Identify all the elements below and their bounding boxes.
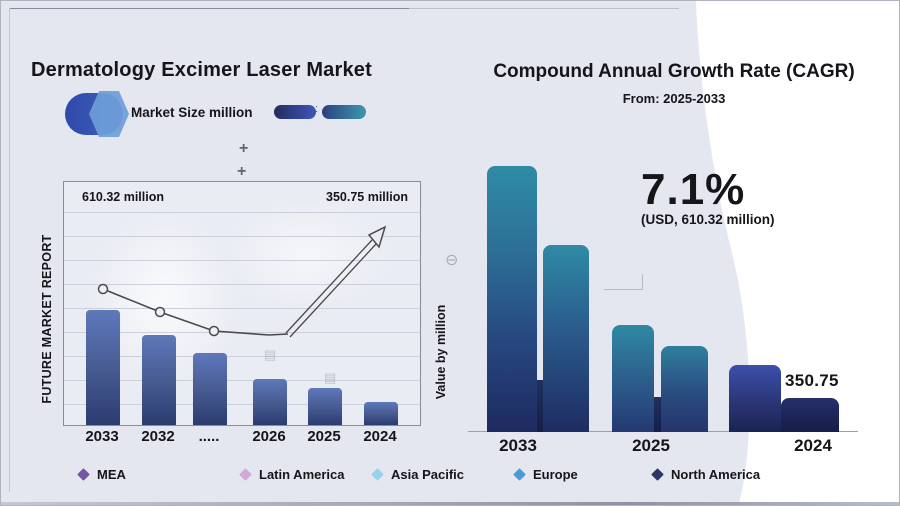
legend-label: Asia Pacific — [391, 467, 464, 482]
left-x-label-2025: 2025 — [307, 428, 341, 445]
legend-label: MEA — [97, 467, 126, 482]
legend: MEA Latin America Asia Pacific Europe North … — [1, 467, 899, 491]
line-marker — [97, 283, 109, 295]
line-marker — [154, 306, 166, 318]
legend-item-europe: Europe — [513, 467, 578, 482]
frame-bottom-line — [1, 502, 899, 505]
market-size-bar-..... — [193, 353, 227, 425]
trend-line-arrow — [97, 225, 387, 338]
legend-diamond-icon — [371, 468, 384, 481]
legend-item-north-america: North America — [651, 467, 761, 482]
legend-diamond-icon — [239, 468, 252, 481]
white-wedge — [696, 1, 899, 505]
right-x-label-2033: 2033 — [499, 436, 537, 455]
market-size-chart-panel: 610.32 million 350.75 million ▤ ▤ — [63, 181, 421, 426]
cagr-value: 7.1% — [641, 165, 746, 214]
legend-diamond-icon — [651, 468, 664, 481]
gridlines — [64, 212, 420, 408]
cagr-bar-2025-bar-right — [661, 346, 708, 432]
pill-separator: : — [315, 103, 319, 115]
line-marker — [208, 325, 220, 337]
cagr-bar-2024-bar-left — [729, 365, 781, 432]
zoom-out-icon: ⊖ — [445, 252, 459, 269]
right-x-label-2025: 2025 — [632, 436, 670, 455]
legend-item-asia-pacific: Asia Pacific — [371, 467, 464, 482]
gradient-pill-right — [322, 105, 366, 119]
cagr-bar-2033-bar-left — [487, 166, 537, 432]
arrow-head — [367, 225, 387, 249]
legend-label: Latin America — [259, 467, 345, 482]
legend-diamond-icon — [513, 468, 526, 481]
future-market-report-label: FUTURE MARKET REPORT — [40, 234, 54, 404]
frame-top-line — [9, 8, 409, 9]
capsule-hexagon-icon — [65, 91, 129, 137]
left-x-label-.....: ..... — [198, 428, 220, 445]
cagr-bar-2033-bar-right — [543, 245, 589, 432]
ghost-table-icon-2: ▤ — [324, 370, 337, 385]
left-x-label-2026: 2026 — [252, 428, 286, 445]
cagr-subtitle: From: 2025-2033 — [622, 91, 726, 106]
market-size-bar-2025 — [308, 388, 342, 425]
value-axis-label: Value by million — [434, 304, 448, 400]
market-size-bar-2026 — [253, 379, 287, 425]
left-x-label-2032: 2032 — [141, 428, 175, 445]
right-x-label-2024: 2024 — [794, 436, 832, 455]
page-title: Dermatology Excimer Laser Market — [31, 59, 372, 81]
cagr-bar-2024-bar-right — [781, 398, 839, 432]
legend-label: North America — [671, 467, 761, 482]
plus-mark-2: + — [237, 163, 247, 180]
market-size-bar-2033 — [86, 310, 120, 425]
frame-top-line-light — [409, 8, 679, 9]
market-size-bar-2032 — [142, 335, 176, 425]
market-size-bar-2024 — [364, 402, 398, 425]
value-2024-label: 350.75 million — [326, 190, 408, 204]
frame-left-line — [9, 8, 10, 492]
legend-item-mea: MEA — [77, 467, 126, 482]
left-x-axis-labels: 2033 2032..... 2026 2025 2024 — [63, 428, 419, 448]
left-x-label-2033: 2033 — [85, 428, 119, 445]
legend-item-latin-america: Latin America — [239, 467, 345, 482]
cagr-bar-2025-bar-left — [612, 325, 654, 432]
legend-label: Europe — [533, 467, 578, 482]
cagr-basis: (USD, 610.32 million) — [641, 212, 775, 227]
market-size-label: Market Size million — [131, 105, 253, 120]
end-value-label: 350.75 — [785, 371, 839, 390]
legend-diamond-icon — [77, 468, 90, 481]
left-x-label-2024: 2024 — [363, 428, 397, 445]
plus-mark-1: + — [239, 140, 249, 157]
cagr-title: Compound Annual Growth Rate (CAGR) — [493, 61, 855, 82]
value-2033-label: 610.32 million — [82, 190, 164, 204]
ghost-table-icon-1: ▤ — [264, 347, 277, 362]
gradient-pill-left — [274, 105, 316, 119]
corner-line-decor — [604, 274, 643, 290]
